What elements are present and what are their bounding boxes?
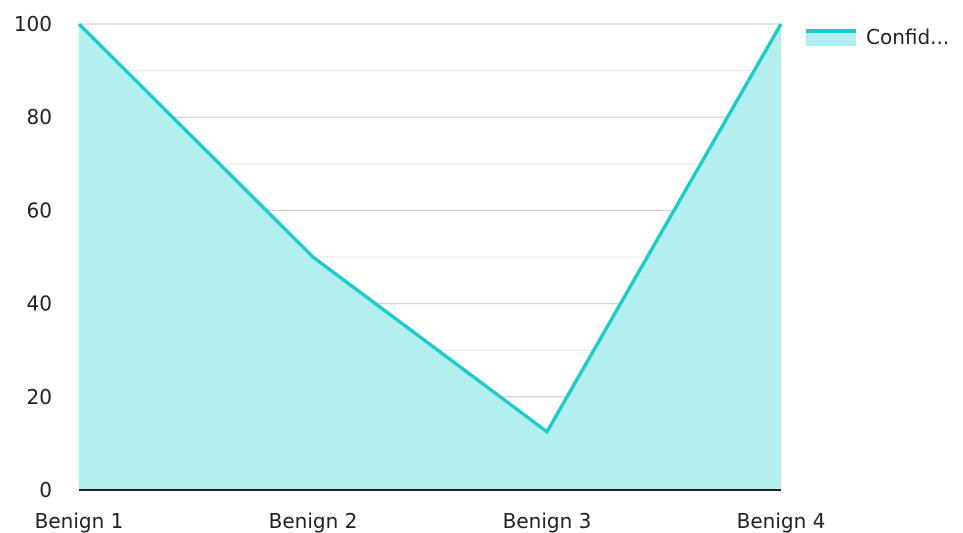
data-point-2[interactable] bbox=[307, 251, 319, 263]
legend-swatch-fill bbox=[806, 29, 856, 46]
legend[interactable]: Confid... bbox=[806, 25, 949, 49]
y-tick-label: 100 bbox=[14, 12, 52, 36]
data-point-1[interactable] bbox=[73, 18, 85, 30]
x-tick-labels: Benign 1 Benign 2 Benign 3 Benign 4 bbox=[35, 509, 826, 533]
x-tick-label: Benign 1 bbox=[35, 509, 124, 533]
y-tick-label: 80 bbox=[27, 105, 52, 129]
y-tick-label: 60 bbox=[27, 198, 52, 222]
y-tick-label: 20 bbox=[27, 385, 52, 409]
series-area bbox=[73, 18, 787, 490]
x-tick-label: Benign 2 bbox=[269, 509, 358, 533]
x-tick-label: Benign 4 bbox=[737, 509, 826, 533]
x-tick-label: Benign 3 bbox=[503, 509, 592, 533]
series-area-fill bbox=[79, 24, 781, 490]
data-point-4[interactable] bbox=[775, 18, 787, 30]
series-line[interactable] bbox=[77, 22, 783, 435]
legend-label: Confid... bbox=[866, 25, 949, 49]
legend-swatch-line bbox=[806, 29, 856, 33]
y-tick-label: 40 bbox=[27, 292, 52, 316]
data-point-3[interactable] bbox=[541, 426, 553, 438]
y-tick-labels: 0 20 40 60 80 100 bbox=[14, 12, 52, 502]
y-tick-label: 0 bbox=[39, 478, 52, 502]
